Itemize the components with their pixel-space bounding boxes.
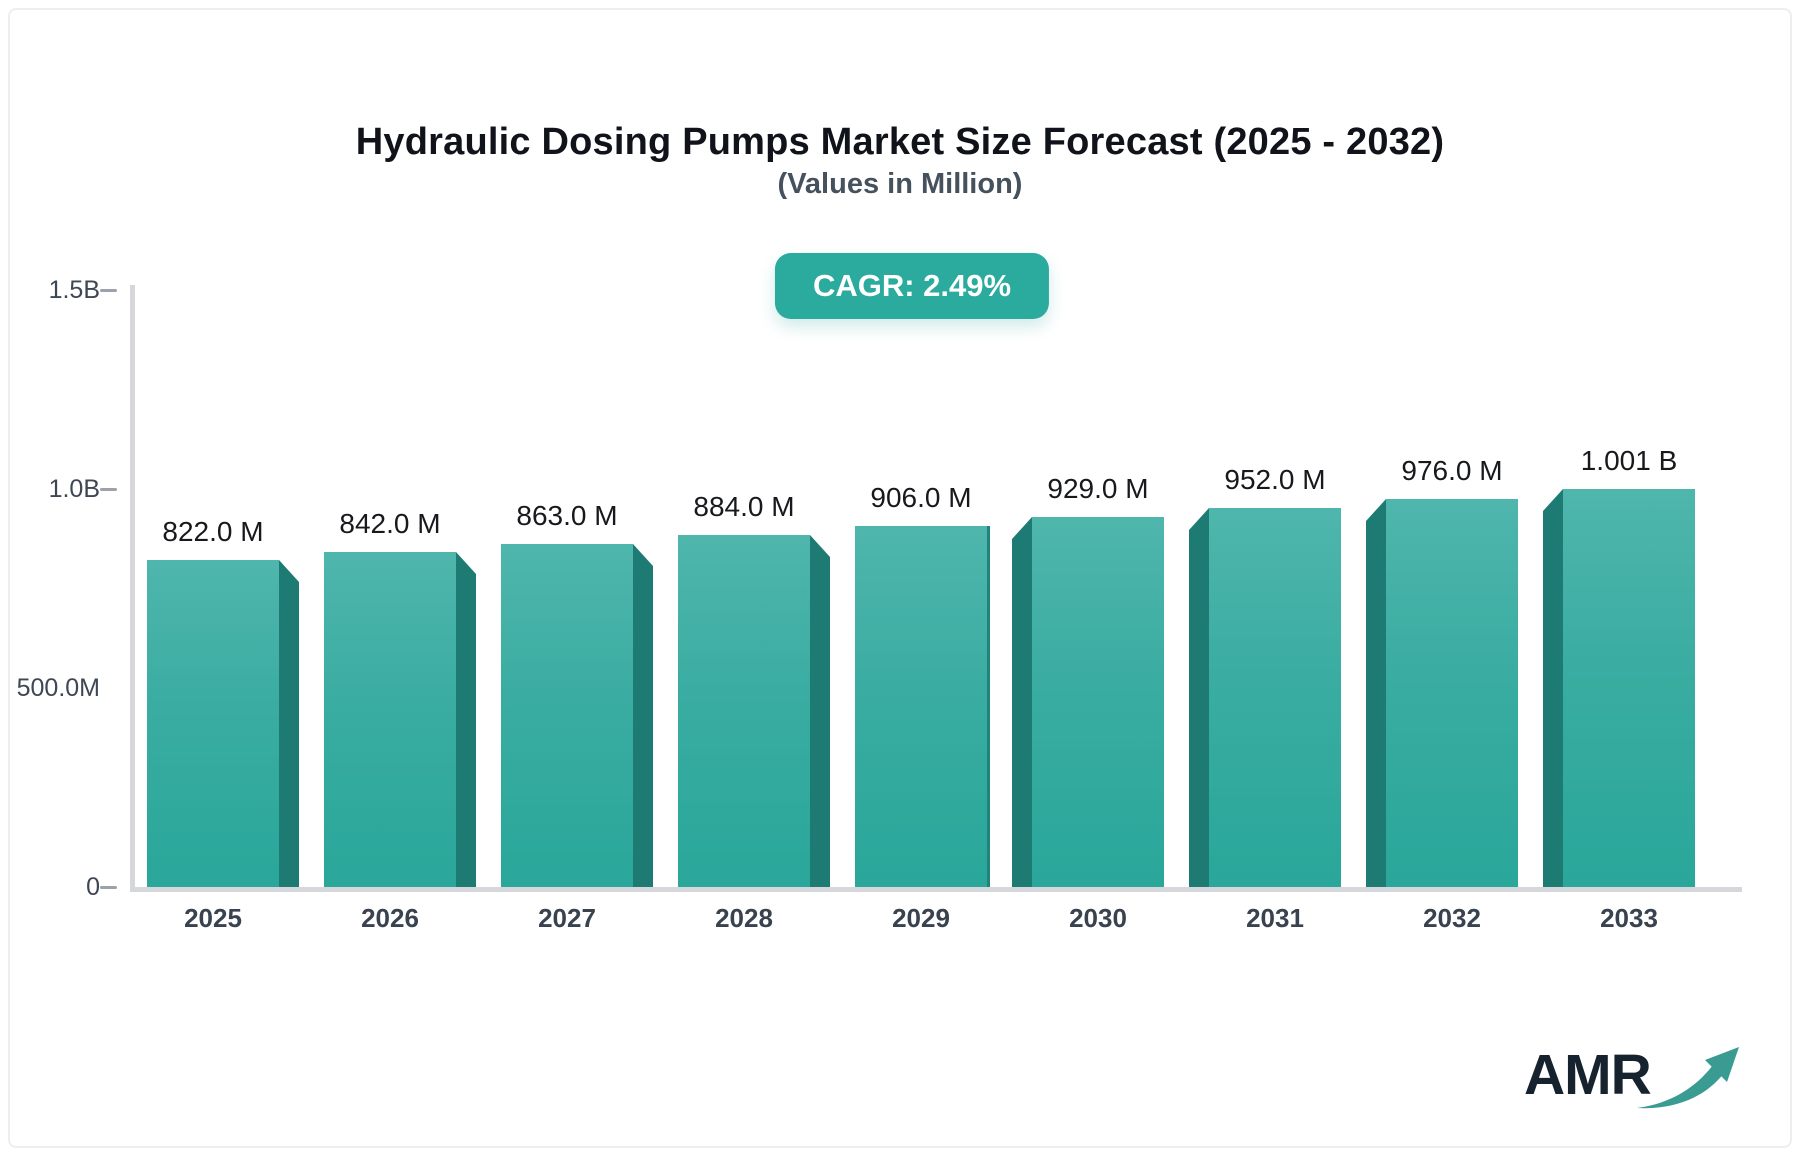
bar-side [279, 560, 299, 890]
bar-value-label: 842.0 M [339, 508, 441, 539]
bar-side [1189, 508, 1209, 890]
chart-title: Hydraulic Dosing Pumps Market Size Forec… [355, 121, 1445, 164]
bar-side [456, 552, 476, 890]
x-axis-line [130, 887, 1742, 892]
amr-logo-text: AMR [1524, 1043, 1652, 1107]
x-tick-label: 2033 [1600, 903, 1658, 933]
bar-side [1012, 517, 1032, 890]
x-tick-label: 2025 [184, 903, 242, 933]
bar-face [678, 535, 810, 890]
bar-face [855, 526, 990, 890]
bar-face [1386, 499, 1518, 890]
bar-face [147, 560, 279, 890]
bar-face [501, 544, 633, 890]
bar-value-label: 906.0 M [870, 482, 972, 513]
bar-face [1032, 517, 1164, 890]
bar-side [810, 535, 830, 890]
y-axis-line [130, 285, 135, 892]
x-tick-label: 2029 [892, 903, 950, 933]
y-tick-dash [100, 886, 117, 889]
bar-value-label: 884.0 M [693, 491, 795, 522]
bar-value-label: 952.0 M [1224, 464, 1326, 495]
chart-subtitle: (Values in Million) [777, 168, 1023, 200]
y-tick-label: 1.5B [48, 276, 100, 304]
bar-face [1563, 489, 1695, 890]
bar-value-label: 822.0 M [162, 516, 264, 547]
bar-value-label: 1.001 B [1580, 445, 1678, 476]
cagr-badge: CAGR: 2.49% [774, 253, 1050, 319]
x-tick-label: 2030 [1069, 903, 1127, 933]
x-tick-label: 2032 [1423, 903, 1481, 933]
bar-value-label: 976.0 M [1401, 455, 1503, 486]
bar-face [1209, 508, 1341, 890]
x-tick-label: 2027 [538, 903, 596, 933]
bar-side [1543, 489, 1563, 890]
x-tick-label: 2028 [715, 903, 773, 933]
x-tick-label: 2031 [1246, 903, 1304, 933]
bar-value-label: 929.0 M [1047, 473, 1149, 504]
y-tick-label: 500.0M [16, 674, 100, 702]
bar-side [633, 544, 653, 890]
amr-logo: AMR [1524, 1032, 1747, 1118]
amr-logo-arrow-icon [1636, 1047, 1739, 1109]
y-tick-dash [100, 488, 117, 491]
bar-value-label: 863.0 M [516, 500, 618, 531]
bar-face [324, 552, 456, 890]
y-tick-dash [100, 289, 117, 292]
bar-side [1366, 499, 1386, 890]
y-tick-label: 0 [86, 873, 100, 901]
x-tick-label: 2026 [361, 903, 419, 933]
y-tick-label: 1.0B [48, 475, 100, 503]
